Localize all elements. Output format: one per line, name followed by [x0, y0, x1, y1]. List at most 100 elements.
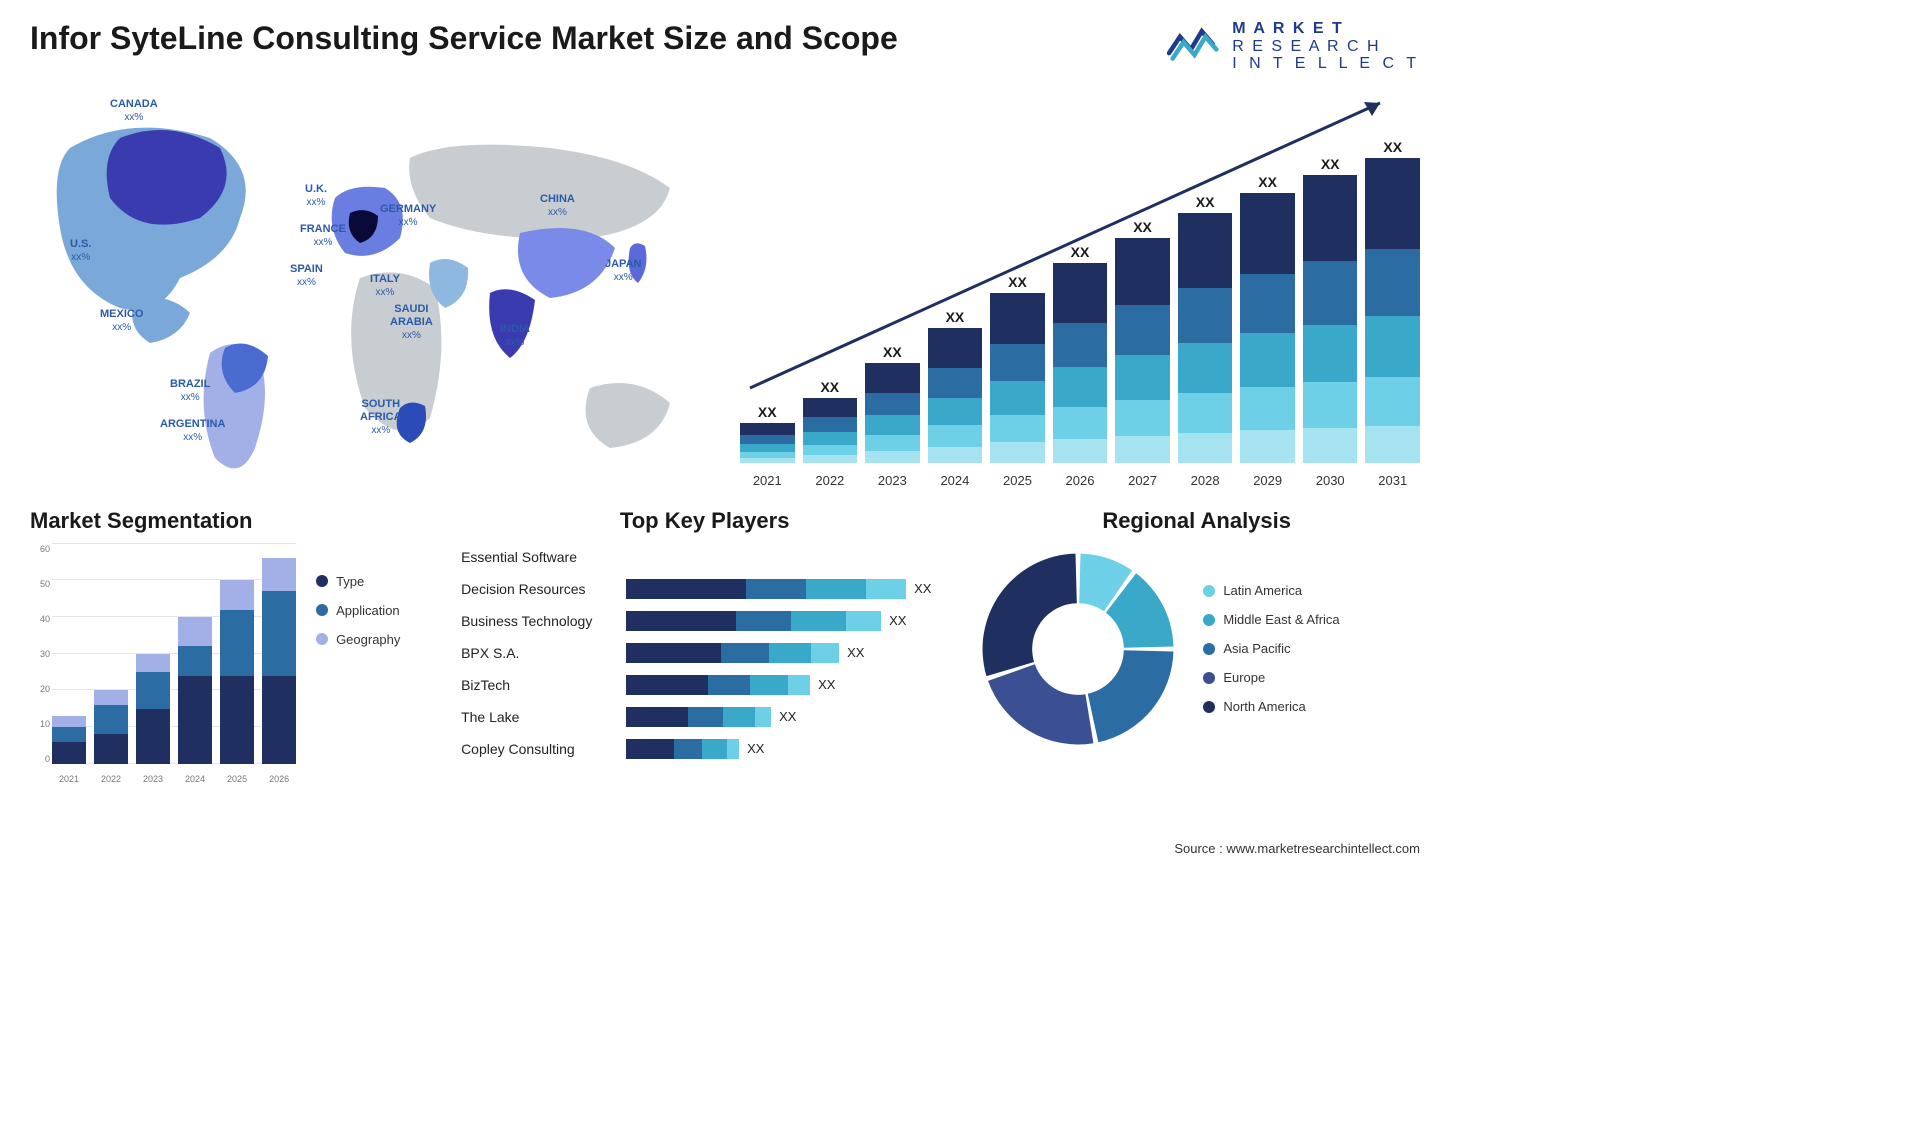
- forecast-value-label: XX: [883, 344, 902, 360]
- top-row: CANADAxx% U.S.xx% MEXICOxx% BRAZILxx% ARGENT…: [30, 88, 1420, 488]
- map-label: ITALYxx%: [370, 273, 400, 299]
- map-label: MEXICOxx%: [100, 308, 143, 334]
- map-label: SAUDIARABIAxx%: [390, 303, 433, 343]
- key-player-bar: [626, 707, 771, 727]
- legend-item: Type: [316, 574, 436, 589]
- forecast-value-label: XX: [1196, 194, 1215, 210]
- legend-item: Geography: [316, 632, 436, 647]
- forecast-bar: XX: [1053, 244, 1108, 463]
- donut-segment: [983, 553, 1077, 676]
- legend-item: Europe: [1203, 670, 1339, 685]
- forecast-year-label: 2031: [1365, 473, 1420, 488]
- forecast-bar: XX: [1115, 219, 1170, 463]
- forecast-value-label: XX: [1258, 174, 1277, 190]
- key-player-bar: [626, 675, 810, 695]
- key-player-value: XX: [747, 741, 775, 756]
- map-label: U.K.xx%: [305, 183, 327, 209]
- segmentation-legend: Type Application Geography: [316, 544, 436, 784]
- key-player-row: BizTech XX: [461, 672, 948, 698]
- source-citation: Source : www.marketresearchintellect.com: [1174, 841, 1420, 856]
- key-players-chart: Essential SoftwareDecision ResourcesXXBu…: [461, 544, 948, 762]
- map-label: U.S.xx%: [70, 238, 91, 264]
- map-label: SPAINxx%: [290, 263, 323, 289]
- regional-donut-chart: [973, 544, 1183, 754]
- key-player-row: Copley Consulting XX: [461, 736, 948, 762]
- forecast-bar: XX: [803, 379, 858, 463]
- forecast-year-label: 2026: [1053, 473, 1108, 488]
- segmentation-bar: [178, 617, 212, 764]
- forecast-year-label: 2028: [1178, 473, 1233, 488]
- key-players-title: Top Key Players: [461, 508, 948, 534]
- forecast-value-label: XX: [1133, 219, 1152, 235]
- segmentation-bar: [94, 690, 128, 763]
- forecast-bar: XX: [1240, 174, 1295, 463]
- forecast-year-label: 2021: [740, 473, 795, 488]
- segmentation-bar: [220, 580, 254, 763]
- segmentation-bar: [136, 654, 170, 764]
- legend-item: Application: [316, 603, 436, 618]
- key-player-name: Business Technology: [461, 613, 616, 629]
- key-player-value: XX: [889, 613, 917, 628]
- forecast-value-label: XX: [1071, 244, 1090, 260]
- key-player-bar: [626, 579, 906, 599]
- regional-title: Regional Analysis: [973, 508, 1420, 534]
- forecast-year-label: 2030: [1303, 473, 1358, 488]
- forecast-bar: XX: [990, 274, 1045, 463]
- key-player-name: Copley Consulting: [461, 741, 616, 757]
- legend-item: North America: [1203, 699, 1339, 714]
- key-player-value: XX: [847, 645, 875, 660]
- forecast-bar: XX: [1365, 139, 1420, 463]
- forecast-year-label: 2022: [803, 473, 858, 488]
- key-player-name: Essential Software: [461, 549, 616, 565]
- forecast-value-label: XX: [946, 309, 965, 325]
- forecast-year-label: 2023: [865, 473, 920, 488]
- brand-logo: M A R K E T R E S E A R C H I N T E L L …: [1167, 20, 1420, 73]
- key-player-row: BPX S.A.XX: [461, 640, 948, 666]
- forecast-year-label: 2029: [1240, 473, 1295, 488]
- key-player-name: BizTech: [461, 677, 616, 693]
- forecast-bar: XX: [1178, 194, 1233, 463]
- key-player-name: Decision Resources: [461, 581, 616, 597]
- key-player-value: XX: [779, 709, 807, 724]
- legend-item: Middle East & Africa: [1203, 612, 1339, 627]
- segmentation-title: Market Segmentation: [30, 508, 436, 534]
- map-label: BRAZILxx%: [170, 378, 210, 404]
- donut-segment: [988, 664, 1093, 744]
- forecast-chart: XXXXXXXXXXXXXXXXXXXXXX 20212022202320242…: [740, 88, 1420, 488]
- map-label: SOUTHAFRICAxx%: [360, 398, 402, 438]
- map-label: INDIAxx%: [500, 323, 530, 349]
- key-player-bar: [626, 611, 881, 631]
- regional-panel: Regional Analysis Latin America Middle Ea…: [973, 508, 1420, 798]
- forecast-value-label: XX: [1321, 156, 1340, 172]
- bottom-row: Market Segmentation 6050403020100 202120…: [30, 508, 1420, 798]
- forecast-year-label: 2027: [1115, 473, 1170, 488]
- forecast-year-label: 2024: [928, 473, 983, 488]
- map-label: CANADAxx%: [110, 98, 158, 124]
- key-player-row: Business Technology XX: [461, 608, 948, 634]
- forecast-bar: XX: [1303, 156, 1358, 463]
- map-label: ARGENTINAxx%: [160, 418, 225, 444]
- forecast-bar: XX: [865, 344, 920, 463]
- world-map-panel: CANADAxx% U.S.xx% MEXICOxx% BRAZILxx% ARGENT…: [30, 88, 710, 488]
- logo-mark-icon: [1167, 24, 1222, 69]
- key-players-panel: Top Key Players Essential Software Decisi…: [461, 508, 948, 798]
- forecast-bar: XX: [740, 404, 795, 463]
- forecast-chart-panel: XXXXXXXXXXXXXXXXXXXXXX 20212022202320242…: [740, 88, 1420, 488]
- key-player-row: Decision Resources XX: [461, 576, 948, 602]
- key-player-bar: [626, 643, 839, 663]
- segmentation-panel: Market Segmentation 6050403020100 202120…: [30, 508, 436, 798]
- logo-text: M A R K E T R E S E A R C H I N T E L L …: [1232, 20, 1420, 73]
- segmentation-bar: [52, 716, 86, 764]
- key-player-value: XX: [818, 677, 846, 692]
- map-label: JAPANxx%: [605, 258, 641, 284]
- segmentation-chart: 6050403020100 202120222023202420252026: [30, 544, 296, 784]
- key-player-bar: [626, 739, 739, 759]
- forecast-year-label: 2025: [990, 473, 1045, 488]
- forecast-value-label: XX: [1383, 139, 1402, 155]
- forecast-value-label: XX: [1008, 274, 1027, 290]
- forecast-bar: XX: [928, 309, 983, 463]
- key-player-row: Essential Software: [461, 544, 948, 570]
- page-title: Infor SyteLine Consulting Service Market…: [30, 20, 898, 57]
- key-player-value: XX: [914, 581, 942, 596]
- legend-item: Latin America: [1203, 583, 1339, 598]
